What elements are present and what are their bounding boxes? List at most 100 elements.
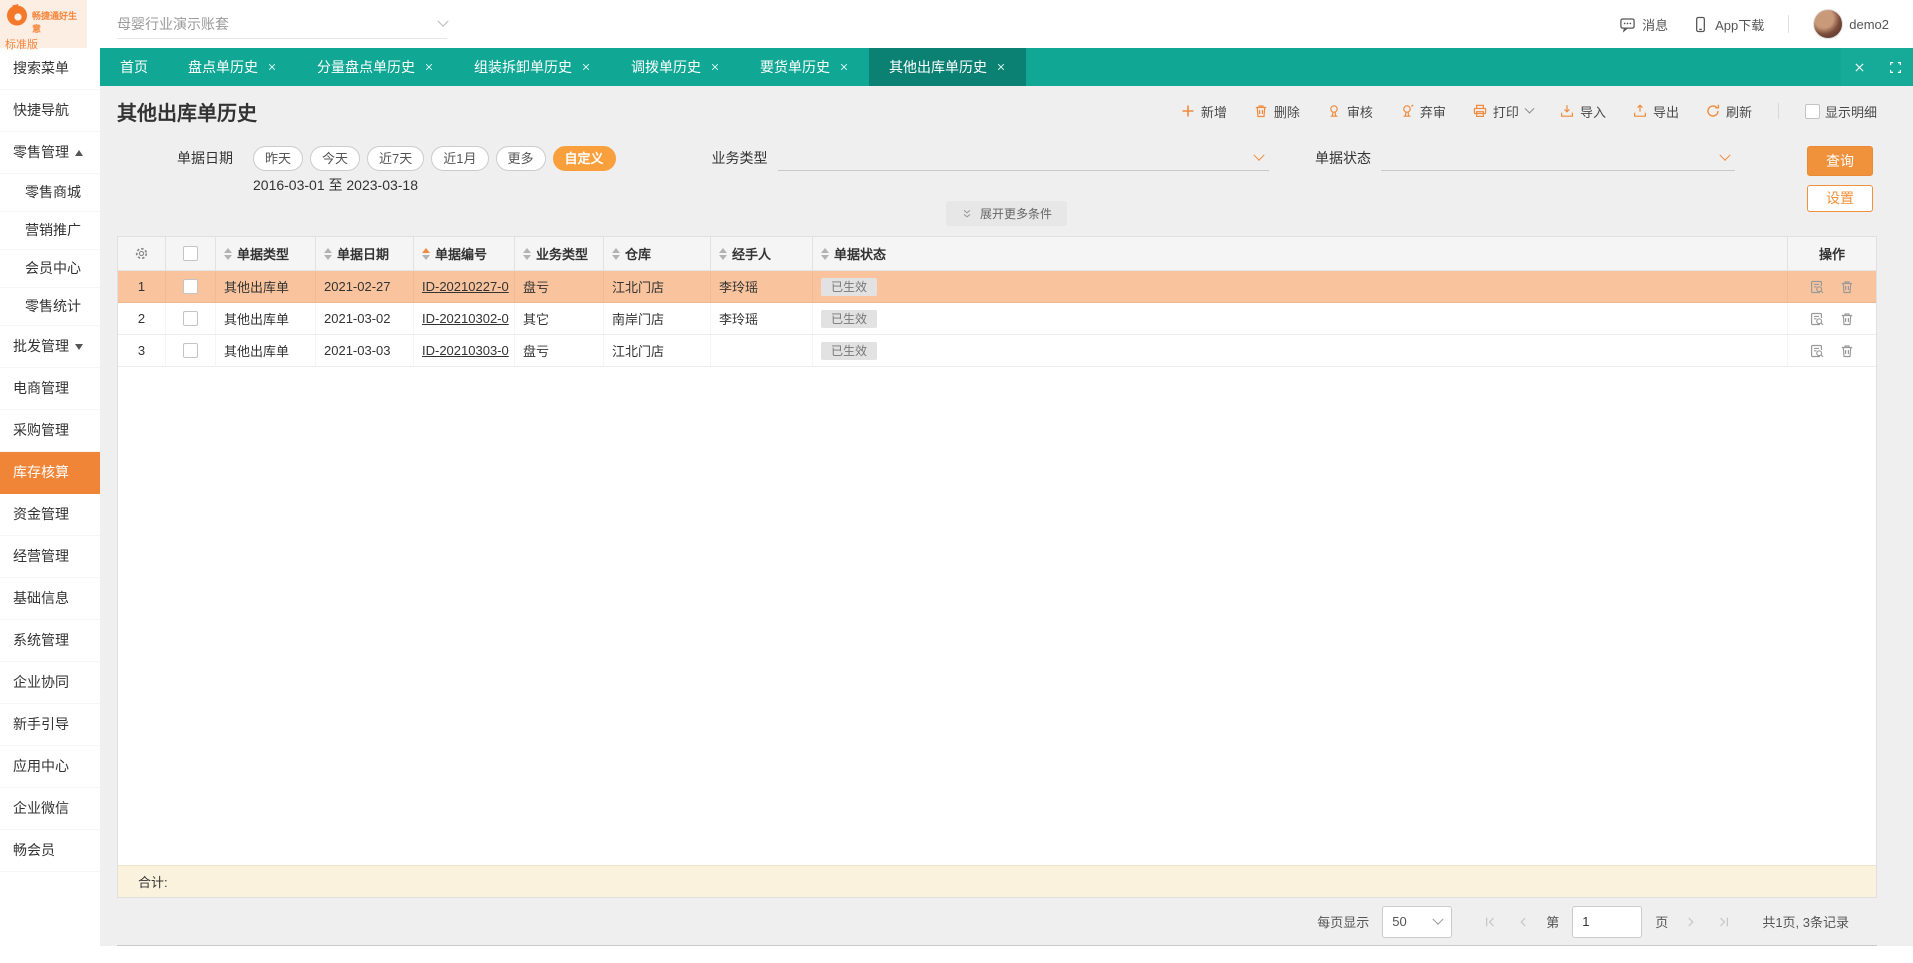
- audit-button[interactable]: 审核: [1326, 102, 1373, 121]
- sidebar-item-funds-mgmt[interactable]: 资金管理: [0, 494, 100, 536]
- checkbox[interactable]: [1804, 103, 1820, 119]
- tab-requisition-history[interactable]: 要货单历史: [740, 48, 869, 86]
- messages-button[interactable]: 消息: [1619, 15, 1668, 34]
- sidebar-item-marketing[interactable]: 营销推广: [0, 212, 100, 250]
- header-doc-date[interactable]: 单据日期: [316, 237, 414, 270]
- column-settings-button[interactable]: [118, 237, 166, 270]
- refresh-button[interactable]: 刷新: [1705, 102, 1752, 121]
- tab-weighed-count-history[interactable]: 分量盘点单历史: [297, 48, 454, 86]
- sidebar-item-inventory-accounting[interactable]: 库存核算: [0, 452, 100, 494]
- pill-today[interactable]: 今天: [310, 146, 361, 171]
- fullscreen-button[interactable]: [1877, 48, 1913, 86]
- account-select[interactable]: [117, 9, 449, 39]
- sidebar-item-wholesale-mgmt[interactable]: 批发管理: [0, 326, 100, 368]
- sidebar-item-retail-stats[interactable]: 零售统计: [0, 288, 100, 326]
- prev-page-button[interactable]: [1513, 912, 1533, 932]
- tab-other-outbound-history[interactable]: 其他出库单历史: [869, 48, 1026, 86]
- header-doc-no[interactable]: 单据编号: [414, 237, 515, 270]
- tab-home[interactable]: 首页: [120, 59, 148, 75]
- header-doc-status[interactable]: 单据状态: [813, 237, 1788, 270]
- pill-last1month[interactable]: 近1月: [431, 146, 489, 171]
- tab-assembly-history[interactable]: 组装拆卸单历史: [454, 48, 611, 86]
- table-row[interactable]: 1 其他出库单 2021-02-27 ID-20210227-0 盘亏 江北门店…: [118, 271, 1876, 303]
- page-number-input[interactable]: [1572, 905, 1643, 938]
- header-biz-type[interactable]: 业务类型: [515, 237, 604, 270]
- sidebar-item-member-center[interactable]: 会员中心: [0, 250, 100, 288]
- pill-yesterday[interactable]: 昨天: [253, 146, 304, 171]
- close-all-tabs-button[interactable]: [1841, 48, 1877, 86]
- row-checkbox[interactable]: [183, 279, 198, 294]
- sidebar-item-operation-mgmt[interactable]: 经营管理: [0, 536, 100, 578]
- table-row[interactable]: 2 其他出库单 2021-03-02 ID-20210302-0 其它 南岸门店…: [118, 303, 1876, 335]
- close-icon[interactable]: [581, 62, 591, 72]
- sidebar-item-ecommerce-mgmt[interactable]: 电商管理: [0, 368, 100, 410]
- sidebar-item-beginner-guide[interactable]: 新手引导: [0, 704, 100, 746]
- last-page-button[interactable]: [1714, 912, 1734, 932]
- tab-inventory-count-history[interactable]: 盘点单历史: [168, 48, 297, 86]
- user-menu[interactable]: demo2: [1813, 9, 1889, 39]
- sidebar-item-basic-info[interactable]: 基础信息: [0, 578, 100, 620]
- row-select-cell[interactable]: [166, 335, 216, 366]
- close-icon[interactable]: [839, 62, 849, 72]
- sidebar-item-quick-nav[interactable]: 快捷导航: [0, 90, 100, 132]
- import-button[interactable]: 导入: [1559, 102, 1606, 121]
- sidebar-item-app-center[interactable]: 应用中心: [0, 746, 100, 788]
- export-button[interactable]: 导出: [1632, 102, 1679, 121]
- sidebar-item-retail-mall[interactable]: 零售商城: [0, 174, 100, 212]
- next-page-button[interactable]: [1681, 912, 1701, 932]
- select-all-cell[interactable]: [166, 237, 216, 270]
- account-input[interactable]: [117, 15, 439, 32]
- row-checkbox[interactable]: [183, 343, 198, 358]
- logo-block[interactable]: 畅捷通好生意 标准版: [0, 0, 87, 51]
- search-button[interactable]: 查询: [1807, 146, 1873, 176]
- sort-icon[interactable]: [719, 247, 727, 260]
- row-checkbox[interactable]: [183, 311, 198, 326]
- sort-icon-active[interactable]: [422, 247, 430, 260]
- pill-custom[interactable]: 自定义: [552, 146, 616, 171]
- table-row[interactable]: 3 其他出库单 2021-03-03 ID-20210303-0 盘亏 江北门店…: [118, 335, 1876, 367]
- view-detail-icon[interactable]: [1809, 311, 1825, 327]
- sidebar-item-retail-mgmt[interactable]: 零售管理: [0, 132, 100, 174]
- print-button[interactable]: 打印: [1472, 102, 1535, 121]
- close-icon[interactable]: [267, 62, 277, 72]
- sidebar-item-search-menu[interactable]: 搜索菜单: [0, 48, 100, 90]
- biz-type-select[interactable]: [777, 146, 1269, 171]
- unaudit-button[interactable]: 弃审: [1399, 102, 1446, 121]
- pill-last7days[interactable]: 近7天: [367, 146, 425, 171]
- sidebar-item-wecom[interactable]: 企业微信: [0, 788, 100, 830]
- sidebar-item-chang-member[interactable]: 畅会员: [0, 830, 100, 872]
- doc-status-select[interactable]: [1381, 146, 1735, 171]
- header-warehouse[interactable]: 仓库: [604, 237, 711, 270]
- sort-icon[interactable]: [612, 247, 620, 260]
- settings-button[interactable]: 设置: [1807, 185, 1873, 212]
- header-doc-type[interactable]: 单据类型: [216, 237, 316, 270]
- sidebar-item-enterprise-collab[interactable]: 企业协同: [0, 662, 100, 704]
- expand-more-conditions-button[interactable]: 展开更多条件: [945, 201, 1067, 226]
- sort-icon[interactable]: [224, 247, 232, 260]
- delete-row-icon[interactable]: [1839, 343, 1855, 359]
- avatar[interactable]: [1813, 9, 1844, 39]
- date-range-value[interactable]: 2016-03-01 至 2023-03-18: [253, 177, 419, 193]
- doc-link[interactable]: ID-20210302-0: [422, 311, 509, 326]
- first-page-button[interactable]: [1480, 912, 1500, 932]
- delete-row-icon[interactable]: [1839, 279, 1855, 295]
- show-detail-toggle[interactable]: 显示明细: [1804, 102, 1877, 121]
- doc-link[interactable]: ID-20210227-0: [422, 279, 509, 294]
- close-icon[interactable]: [424, 62, 434, 72]
- sort-icon[interactable]: [821, 247, 829, 260]
- app-download-button[interactable]: App下载: [1692, 15, 1764, 34]
- sort-icon[interactable]: [324, 247, 332, 260]
- view-detail-icon[interactable]: [1809, 343, 1825, 359]
- sidebar-item-system-mgmt[interactable]: 系统管理: [0, 620, 100, 662]
- tab-transfer-history[interactable]: 调拨单历史: [611, 48, 740, 86]
- row-select-cell[interactable]: [166, 271, 216, 302]
- view-detail-icon[interactable]: [1809, 279, 1825, 295]
- sidebar-item-purchase-mgmt[interactable]: 采购管理: [0, 410, 100, 452]
- pill-more[interactable]: 更多: [495, 146, 546, 171]
- close-icon[interactable]: [996, 62, 1006, 72]
- select-all-checkbox[interactable]: [183, 246, 198, 261]
- close-icon[interactable]: [710, 62, 720, 72]
- delete-row-icon[interactable]: [1839, 311, 1855, 327]
- row-select-cell[interactable]: [166, 303, 216, 334]
- delete-button[interactable]: 删除: [1253, 102, 1300, 121]
